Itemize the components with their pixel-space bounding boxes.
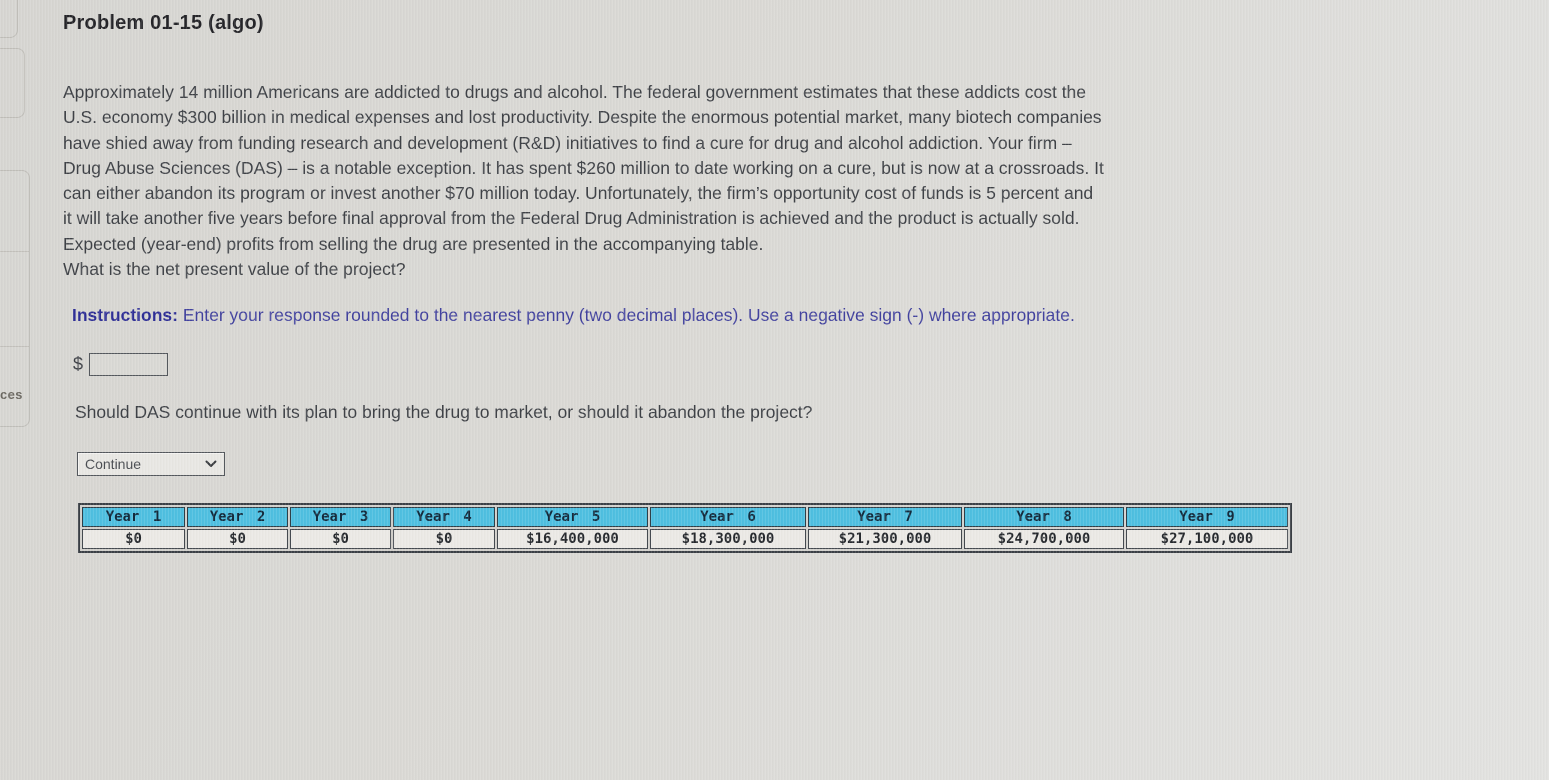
problem-line: What is the net present value of the pro… xyxy=(63,259,406,280)
chevron-down-icon xyxy=(205,460,217,467)
instructions-label: Instructions: xyxy=(72,305,178,325)
problem-line: it will take another five years before f… xyxy=(63,208,1080,229)
year-table-head: Year 1 Year 2 Year 3 Year 4 Year 5 Year 6 Year… xyxy=(82,507,1288,527)
year-header-cell: Year 9 xyxy=(1126,507,1288,527)
year-value-cell: $27,100,000 xyxy=(1126,529,1288,549)
answer-row: $ xyxy=(73,353,169,376)
year-value-cell: $0 xyxy=(82,529,185,549)
year-header-cell: Year 7 xyxy=(808,507,962,527)
year-value-cell: $18,300,000 xyxy=(650,529,806,549)
year-header-cell: Year 6 xyxy=(650,507,806,527)
year-value-cell: $24,700,000 xyxy=(964,529,1124,549)
problem-statement: Approximately 14 million Americans are a… xyxy=(63,80,1355,282)
sidebar-fragment-text: ces xyxy=(0,387,23,402)
year-table-header-row: Year 1 Year 2 Year 3 Year 4 Year 5 Year 6 Year… xyxy=(82,507,1288,527)
problem-line: Approximately 14 million Americans are a… xyxy=(63,82,1087,102)
problem-line: can either abandon its program or invest… xyxy=(63,183,1094,204)
left-edge-panel xyxy=(0,170,30,427)
problem-line: have shied away from funding research an… xyxy=(63,132,1072,153)
year-value-cell: $0 xyxy=(393,529,495,549)
left-edge-panel xyxy=(0,48,25,118)
year-value-cell: $16,400,000 xyxy=(497,529,648,549)
left-edge-panel xyxy=(0,0,18,38)
dropdown-selected-label: Continue xyxy=(85,456,142,472)
year-value-cell: $0 xyxy=(187,529,288,549)
year-header-cell: Year 1 xyxy=(82,507,185,527)
year-header-cell: Year 4 xyxy=(393,507,495,527)
year-header-cell: Year 5 xyxy=(497,507,648,527)
divider xyxy=(0,251,29,252)
problem-line: Drug Abuse Sciences (DAS) – is a notable… xyxy=(63,157,1104,178)
instructions-text: Enter your response rounded to the neare… xyxy=(177,305,1075,325)
year-header-cell: Year 8 xyxy=(964,507,1124,527)
problem-line: U.S. economy $300 billion in medical exp… xyxy=(63,107,1102,128)
problem-line: Expected (year-end) profits from selling… xyxy=(63,233,764,254)
year-profit-table: Year 1 Year 2 Year 3 Year 4 Year 5 Year 6 Year… xyxy=(78,503,1292,553)
year-table-data-row: $0 $0 $0 $0 $16,400,000 $18,300,000 $21,300,00… xyxy=(82,529,1288,549)
year-header-cell: Year 3 xyxy=(290,507,391,527)
currency-symbol: $ xyxy=(73,354,84,374)
decision-dropdown[interactable]: Continue xyxy=(77,452,225,476)
instructions: Instructions: Enter your response rounde… xyxy=(72,303,1432,328)
year-value-cell: $0 xyxy=(290,529,391,549)
question-2: Should DAS continue with its plan to bri… xyxy=(75,402,813,422)
year-table-body: $0 $0 $0 $0 $16,400,000 $18,300,000 $21,300,00… xyxy=(82,529,1288,549)
year-value-cell: $21,300,000 xyxy=(808,529,962,549)
page-title: Problem 01-15 (algo) xyxy=(63,12,264,34)
divider xyxy=(0,346,29,347)
npv-input[interactable] xyxy=(89,353,169,376)
year-header-cell: Year 2 xyxy=(187,507,288,527)
